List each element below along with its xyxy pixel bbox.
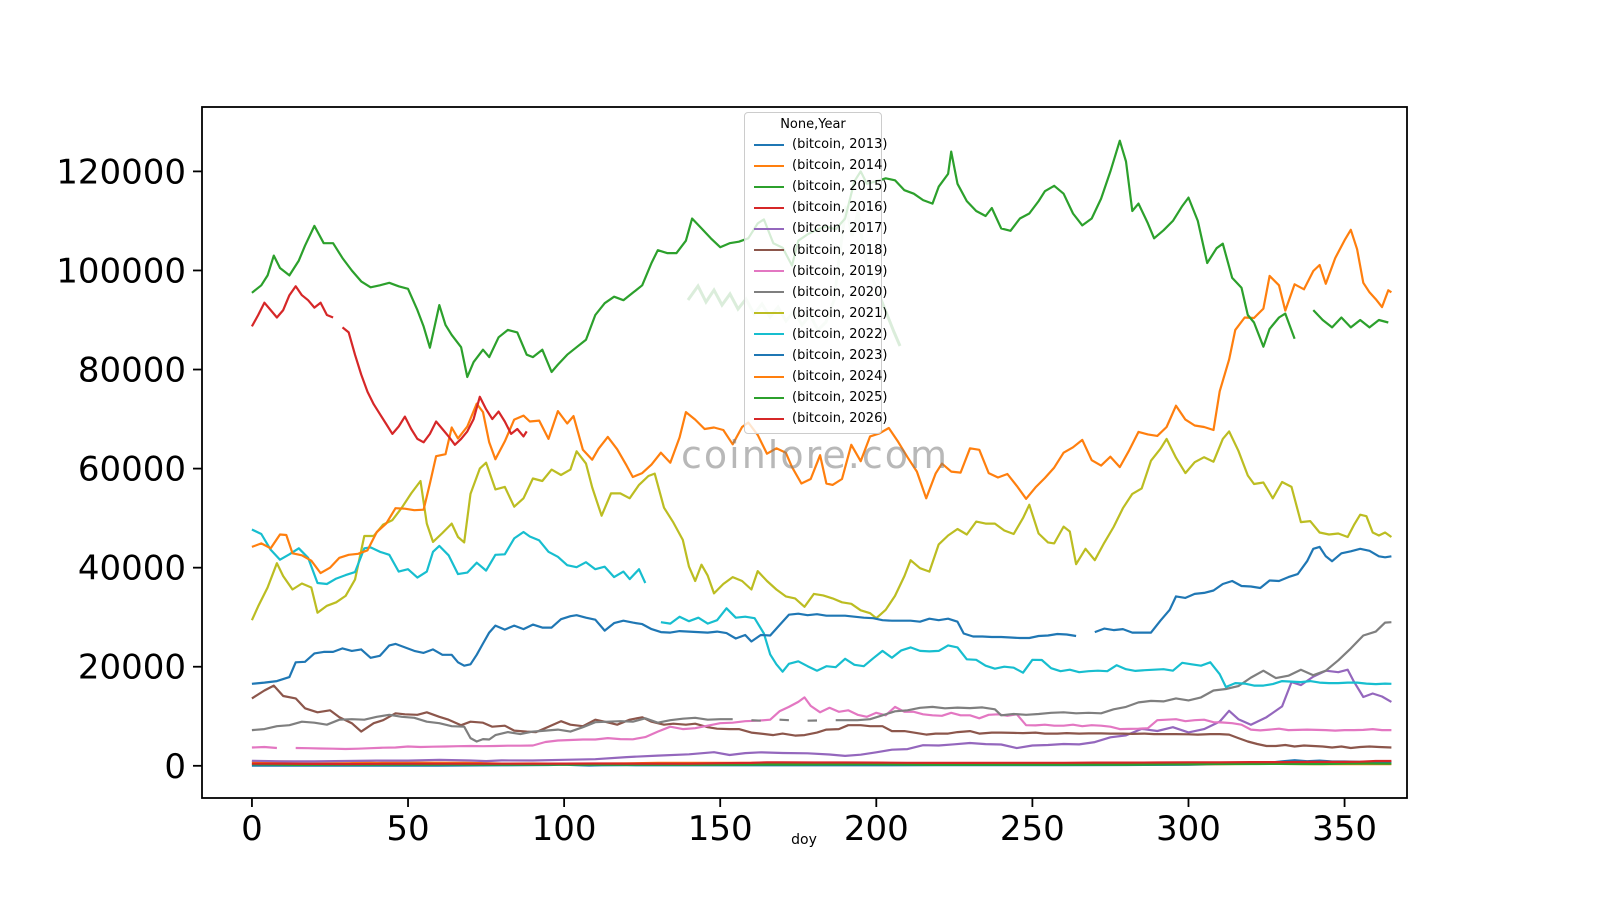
series-line-2024 [251,228,1392,575]
legend-label-2025: (bitcoin, 2025) [792,390,888,406]
series-line-2018 [251,684,1392,750]
legend-item-2019: (bitcoin, 2019) [745,261,887,282]
legend-item-2018: (bitcoin, 2018) [745,239,887,260]
legend-item-2015: (bitcoin, 2015) [745,176,887,197]
series-line-2020 [251,621,1392,743]
svg-text:300: 300 [1156,809,1221,849]
svg-text:250: 250 [1000,809,1065,849]
legend-item-2014: (bitcoin, 2014) [745,155,887,176]
svg-text:120000: 120000 [56,152,186,192]
legend-line-swatch-2026 [754,417,784,420]
legend-label-2021: (bitcoin, 2021) [792,305,888,321]
legend-label-2018: (bitcoin, 2018) [792,242,888,258]
svg-text:200: 200 [844,809,909,849]
svg-text:0: 0 [164,747,186,787]
legend-line-swatch-2017 [754,227,784,230]
svg-text:100000: 100000 [56,251,186,291]
legend-line-swatch-2019 [754,270,784,273]
legend-item-2017: (bitcoin, 2017) [745,218,887,239]
series-line-2017 [251,668,1392,763]
legend-label-2020: (bitcoin, 2020) [792,284,888,300]
y-axis-ticks: 0 20000 40000 60000 80000 100000 120000 [56,152,202,787]
series-line-2023 [251,545,1392,685]
legend-label-2023: (bitcoin, 2023) [792,347,888,363]
legend-line-swatch-2022 [754,333,784,336]
legend-line-swatch-2016 [754,206,784,209]
legend-item-2026: (bitcoin, 2026) [745,408,887,429]
plot-series [250,139,1393,767]
legend-line-swatch-2015 [754,185,784,188]
legend-line-swatch-2020 [754,291,784,294]
series-line-2021 [250,430,1393,621]
svg-text:350: 350 [1312,809,1377,849]
svg-text:50: 50 [386,809,429,849]
legend-label-2015: (bitcoin, 2015) [792,179,888,195]
legend-box: None,Year (bitcoin, 2013) (bitcoin, 2014)… [744,112,887,435]
legend-item-2025: (bitcoin, 2025) [745,387,887,408]
svg-text:80000: 80000 [78,351,186,391]
legend-label-2026: (bitcoin, 2026) [792,411,888,427]
legend-label-2024: (bitcoin, 2024) [792,369,888,385]
legend-line-swatch-2024 [754,375,784,378]
svg-text:150: 150 [688,809,753,849]
axes-spines [201,106,1408,799]
legend-title: None,Year [780,117,846,132]
legend-label-2019: (bitcoin, 2019) [792,263,888,279]
legend-item-2016: (bitcoin, 2016) [745,197,887,218]
legend-label-2016: (bitcoin, 2016) [792,200,888,216]
legend-item-2022: (bitcoin, 2022) [745,324,887,345]
legend-line-swatch-2013 [754,143,784,146]
legend-line-swatch-2023 [754,354,784,357]
legend-item-2020: (bitcoin, 2020) [745,282,887,303]
legend-label-2014: (bitcoin, 2014) [792,158,888,174]
legend-item-2023: (bitcoin, 2023) [745,345,887,366]
svg-text:100: 100 [532,809,597,849]
legend-label-2013: (bitcoin, 2013) [792,137,888,153]
legend-items: (bitcoin, 2013) (bitcoin, 2014) (bitcoin, … [745,134,887,429]
series-line-2022 [251,528,1392,689]
series-line-2016 [251,759,1392,766]
legend-item-2024: (bitcoin, 2024) [745,366,887,387]
x-axis-ticks: 0 50 100 150 200 250 300 350 [241,798,1377,849]
legend-label-2022: (bitcoin, 2022) [792,326,888,342]
legend-line-swatch-2014 [754,164,784,167]
legend-item-2013: (bitcoin, 2013) [745,134,887,155]
svg-text:60000: 60000 [78,450,186,490]
svg-text:20000: 20000 [78,648,186,688]
legend-label-2017: (bitcoin, 2017) [792,221,888,237]
svg-text:40000: 40000 [78,549,186,589]
legend-line-swatch-2018 [754,249,784,252]
legend-item-2021: (bitcoin, 2021) [745,303,887,324]
x-axis-label: doy [791,832,817,848]
series-line-2019 [251,696,1392,751]
svg-text:0: 0 [241,809,263,849]
series-line-2026 [250,285,528,446]
legend-line-swatch-2025 [754,396,784,399]
legend-line-swatch-2021 [754,312,784,315]
